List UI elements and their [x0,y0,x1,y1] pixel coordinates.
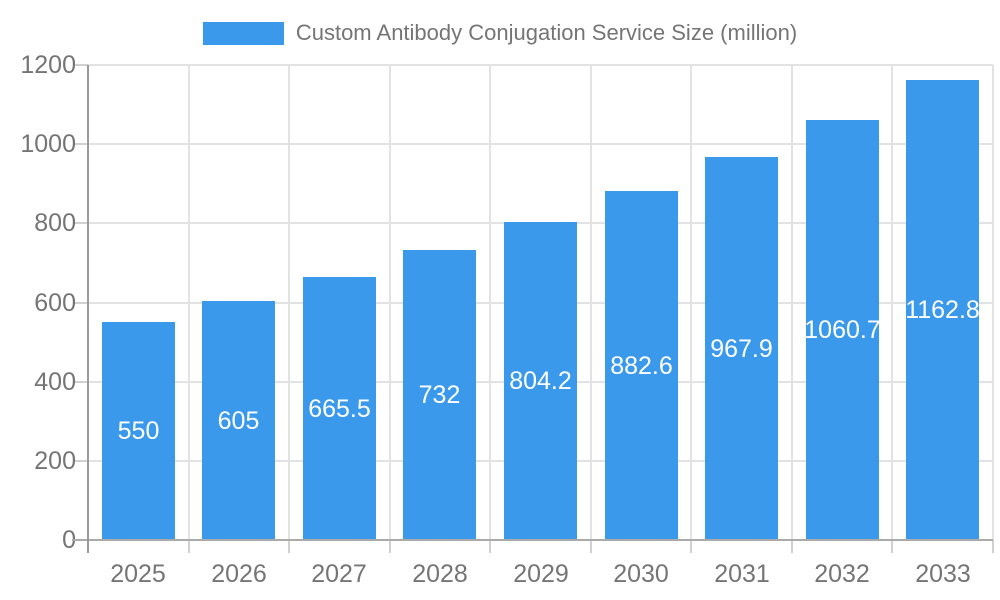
x-tick [389,540,391,553]
bar-value-label: 967.9 [710,335,773,363]
gridline-vertical [288,65,290,540]
x-axis-tick-label: 2025 [110,560,166,588]
bar: 732 [403,250,476,540]
bar-value-label: 605 [217,407,260,435]
x-axis-tick-label: 2027 [311,560,367,588]
x-axis-tick-label: 2026 [211,560,267,588]
x-axis-tick-label: 2033 [915,560,971,588]
bar: 605 [202,301,275,540]
bar: 1060.7 [804,120,881,540]
legend-label: Custom Antibody Conjugation Service Size… [295,20,798,45]
bar-value-label: 1060.7 [804,316,881,344]
bar-value-label: 1162.8 [905,296,980,324]
gridline-vertical [489,65,491,540]
y-axis-tick-label: 1200 [20,51,76,79]
gridline-vertical [992,65,994,540]
x-axis-tick-label: 2028 [412,560,468,588]
x-tick [590,540,592,553]
y-axis-tick-label: 200 [34,447,76,475]
bar-value-label: 804.2 [509,367,572,395]
gridline-horizontal [88,143,993,145]
bar: 804.2 [504,222,577,540]
gridline-vertical [188,65,190,540]
bar: 665.5 [303,277,376,540]
gridline-horizontal [88,64,993,66]
y-tick [73,460,88,462]
x-axis-tick-label: 2031 [714,560,770,588]
bar: 882.6 [605,191,678,540]
y-axis-tick-label: 400 [34,368,76,396]
y-tick [73,143,88,145]
x-tick [791,540,793,553]
y-axis-line [87,65,89,553]
y-tick [73,64,88,66]
x-tick [891,540,893,553]
x-axis-tick-label: 2030 [613,560,669,588]
bar: 1162.8 [905,80,980,540]
x-tick [690,540,692,553]
y-axis-tick-label: 0 [62,526,76,554]
chart-legend: Custom Antibody Conjugation Service Size… [0,20,1000,46]
gridline-vertical [791,65,793,540]
x-tick [188,540,190,553]
x-axis-tick-label: 2029 [513,560,569,588]
gridline-vertical [690,65,692,540]
y-tick [73,302,88,304]
bar: 550 [102,322,175,540]
y-tick [73,222,88,224]
gridline-vertical [590,65,592,540]
legend-swatch [202,21,284,45]
bar: 967.9 [705,157,778,540]
x-tick [992,540,994,553]
x-axis-line [72,539,993,541]
y-axis-tick-label: 1000 [20,130,76,158]
bar-value-label: 550 [117,417,160,445]
gridline-vertical [389,65,391,540]
bar-value-label: 665.5 [308,395,371,423]
x-tick [288,540,290,553]
y-tick [73,381,88,383]
x-tick [489,540,491,553]
bar-value-label: 732 [418,381,461,409]
y-axis-tick-label: 600 [34,289,76,317]
gridline-vertical [891,65,893,540]
bar-value-label: 882.6 [610,352,673,380]
x-axis-tick-label: 2032 [814,560,870,588]
y-axis-tick-label: 800 [34,209,76,237]
